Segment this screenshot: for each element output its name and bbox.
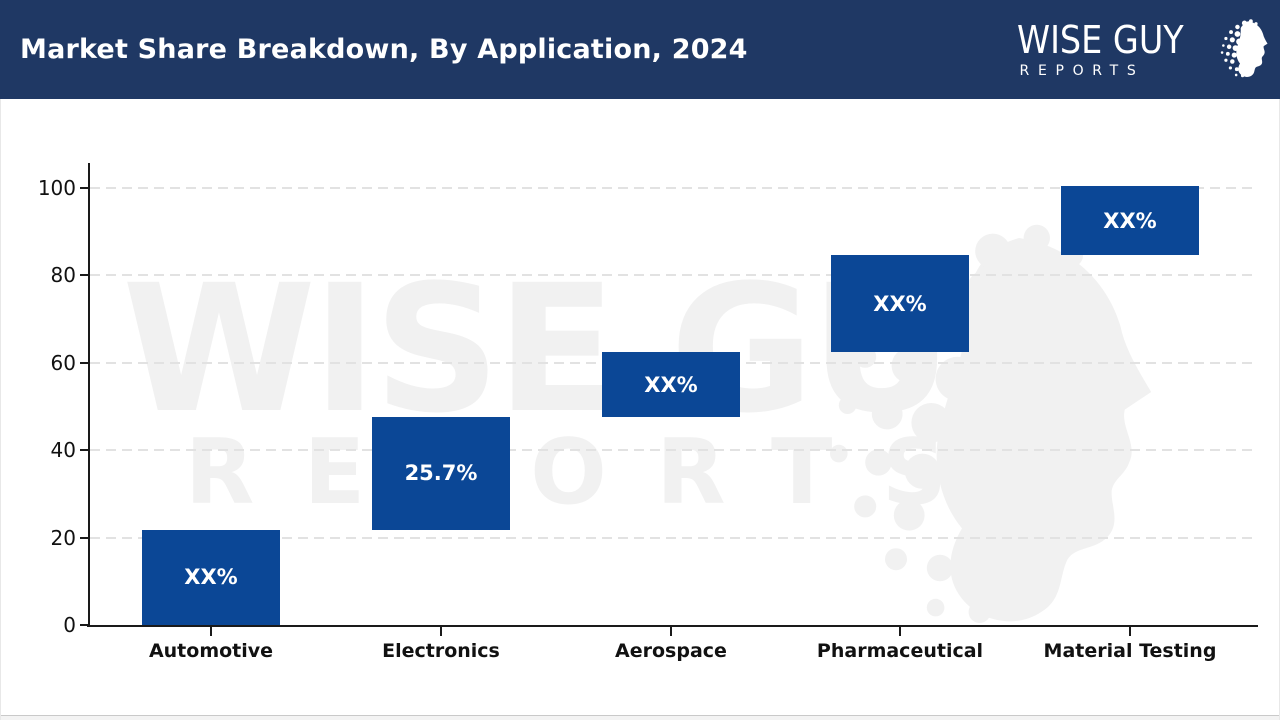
y-axis-tick-20 — [80, 536, 88, 539]
y-axis-tick-100 — [80, 186, 88, 189]
x-axis-tick-1 — [440, 627, 442, 636]
y-axis-tick-label-0: 0 — [63, 613, 76, 637]
x-axis-tick-2 — [670, 627, 672, 636]
bottom-divider — [0, 715, 1280, 716]
bar-pharmaceutical — [831, 255, 969, 352]
left-page-edge — [0, 99, 1, 720]
bar-aerospace — [602, 352, 740, 418]
wise-guy-reports-logo: WISE GUY REPORTS — [1017, 5, 1272, 95]
y-axis-line — [88, 163, 90, 627]
x-axis-tick-4 — [1129, 627, 1131, 636]
gridline-y80 — [90, 274, 1258, 276]
x-category-label: Electronics — [382, 640, 500, 662]
y-axis-tick-label-60: 60 — [50, 350, 76, 375]
page-title: Market Share Breakdown, By Application, … — [20, 34, 748, 65]
y-axis-tick-label-20: 20 — [50, 525, 76, 550]
y-axis-tick-0 — [80, 624, 88, 626]
x-axis-tick-3 — [899, 627, 901, 636]
x-category-label: Automotive — [148, 640, 274, 662]
x-category-label: Aerospace — [615, 640, 727, 662]
logo-sub-text: REPORTS — [1019, 62, 1145, 79]
bar-value-label: XX% — [184, 565, 238, 590]
x-axis-line — [87, 625, 1258, 627]
logo-text: WISE GUY REPORTS — [1017, 20, 1206, 80]
y-axis-tick-60 — [80, 361, 88, 364]
gridline-y100 — [90, 186, 1258, 189]
x-category-label: Pharmaceutical — [816, 640, 984, 662]
bar-value-label: 25.7% — [404, 461, 478, 486]
bar-material-testing — [1061, 186, 1199, 256]
x-axis-tick-0 — [210, 627, 212, 636]
logo-brand-text: WISE GUY — [1016, 17, 1184, 62]
y-axis-tick-label-80: 80 — [50, 263, 76, 287]
y-axis-tick-40 — [80, 449, 88, 451]
bar-electronics — [372, 417, 510, 530]
gridline-y40 — [90, 449, 1258, 451]
y-axis-tick-label-100: 100 — [37, 175, 76, 200]
y-axis-tick-label-40: 40 — [50, 438, 76, 462]
bar-value-label: XX% — [1103, 208, 1157, 233]
bottom-margin-strip — [0, 716, 1280, 720]
x-category-label: Material Testing — [1043, 640, 1217, 662]
bar-automotive — [142, 529, 280, 625]
bar-value-label: XX% — [644, 372, 698, 397]
y-axis-tick-80 — [80, 274, 88, 276]
watermark-text-reports: REPORTS — [185, 420, 997, 525]
header-bar: Market Share Breakdown, By Application, … — [0, 0, 1280, 99]
logo-head-icon — [1208, 7, 1272, 93]
gridline-y20 — [90, 536, 1258, 539]
bar-value-label: XX% — [873, 291, 927, 316]
